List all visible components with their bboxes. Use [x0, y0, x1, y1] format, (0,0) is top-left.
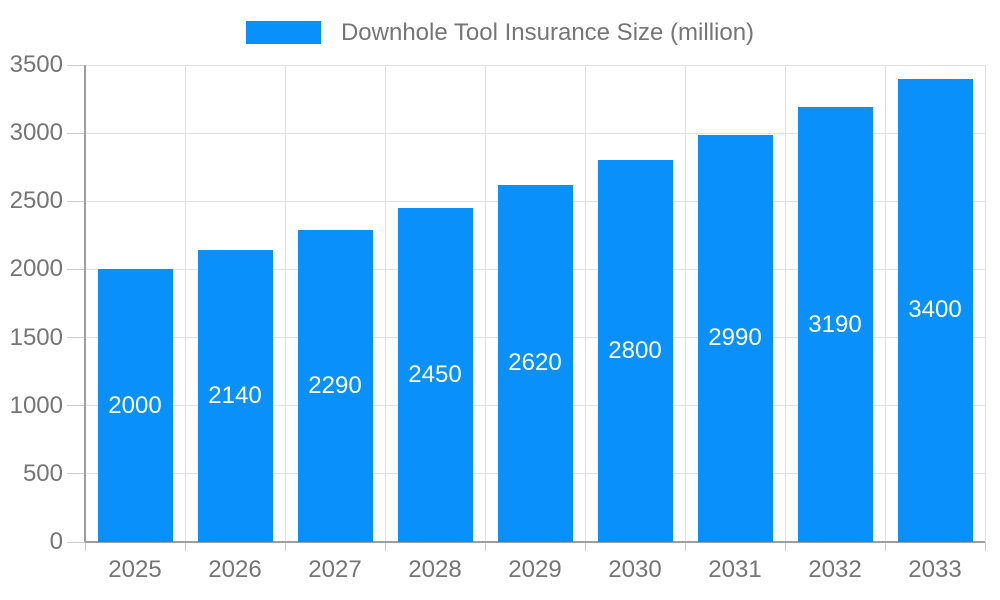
- bar: [497, 184, 573, 542]
- bar-value-label: 3400: [908, 296, 962, 324]
- bar: [197, 250, 273, 542]
- x-axis-line: [85, 541, 985, 543]
- x-gridline: [684, 65, 686, 542]
- bar-value-label: 2000: [108, 391, 162, 419]
- y-gridline: [85, 64, 985, 66]
- legend-label: Downhole Tool Insurance Size (million): [340, 18, 755, 46]
- bar-value-label: 2290: [308, 371, 362, 399]
- x-tick-label: 2025: [108, 556, 162, 583]
- bar: [797, 107, 873, 542]
- bar-value-label: 3190: [808, 310, 862, 338]
- bar: [697, 134, 773, 542]
- x-gridline: [484, 65, 486, 542]
- bar: [297, 229, 373, 542]
- x-tick-label: 2032: [808, 556, 862, 583]
- y-axis-line: [84, 65, 86, 542]
- x-tick-label: 2030: [608, 556, 662, 583]
- legend-swatch: [245, 21, 321, 44]
- x-gridline: [184, 65, 186, 542]
- y-tick: [67, 337, 85, 339]
- y-tick: [67, 64, 85, 66]
- y-tick: [67, 268, 85, 270]
- y-tick-label: 0: [49, 528, 63, 555]
- x-tick-label: 2027: [308, 556, 362, 583]
- y-gridline: [85, 132, 985, 134]
- bar: [597, 160, 673, 542]
- y-tick-label: 3000: [9, 119, 63, 147]
- x-tick: [584, 542, 586, 551]
- x-tick: [784, 542, 786, 551]
- y-tick-label: 2000: [9, 255, 63, 283]
- bar: [397, 208, 473, 542]
- x-tick-label: 2026: [208, 556, 262, 583]
- x-tick: [384, 542, 386, 551]
- x-gridline: [984, 65, 986, 542]
- bar-value-label: 2800: [608, 337, 662, 365]
- x-gridline: [384, 65, 386, 542]
- y-tick: [67, 200, 85, 202]
- y-tick-label: 2500: [9, 187, 63, 215]
- x-tick: [684, 542, 686, 551]
- x-tick: [84, 542, 86, 551]
- x-gridline: [584, 65, 586, 542]
- bar-value-label: 2990: [708, 324, 762, 352]
- bar: [897, 78, 973, 542]
- y-tick: [67, 405, 85, 407]
- x-tick-label: 2029: [508, 556, 562, 583]
- x-tick: [484, 542, 486, 551]
- y-tick-label: 3500: [9, 51, 63, 78]
- y-tick: [67, 541, 85, 543]
- x-tick-label: 2033: [908, 556, 962, 583]
- y-tick: [67, 473, 85, 475]
- y-tick-label: 500: [22, 459, 63, 487]
- x-gridline: [884, 65, 886, 542]
- x-tick: [284, 542, 286, 551]
- bar-value-label: 2140: [208, 382, 262, 410]
- x-tick: [884, 542, 886, 551]
- x-gridline: [284, 65, 286, 542]
- y-tick-label: 1000: [9, 391, 63, 419]
- bar-value-label: 2620: [508, 349, 562, 377]
- chart-legend: Downhole Tool Insurance Size (million): [0, 18, 1000, 47]
- x-tick: [184, 542, 186, 551]
- x-tick-label: 2031: [708, 556, 762, 583]
- x-tick: [984, 542, 986, 551]
- bar-value-label: 2450: [408, 361, 462, 389]
- x-gridline: [784, 65, 786, 542]
- x-tick-label: 2028: [408, 556, 462, 583]
- y-tick-label: 1500: [9, 323, 63, 351]
- y-tick: [67, 132, 85, 134]
- bar: [97, 269, 173, 542]
